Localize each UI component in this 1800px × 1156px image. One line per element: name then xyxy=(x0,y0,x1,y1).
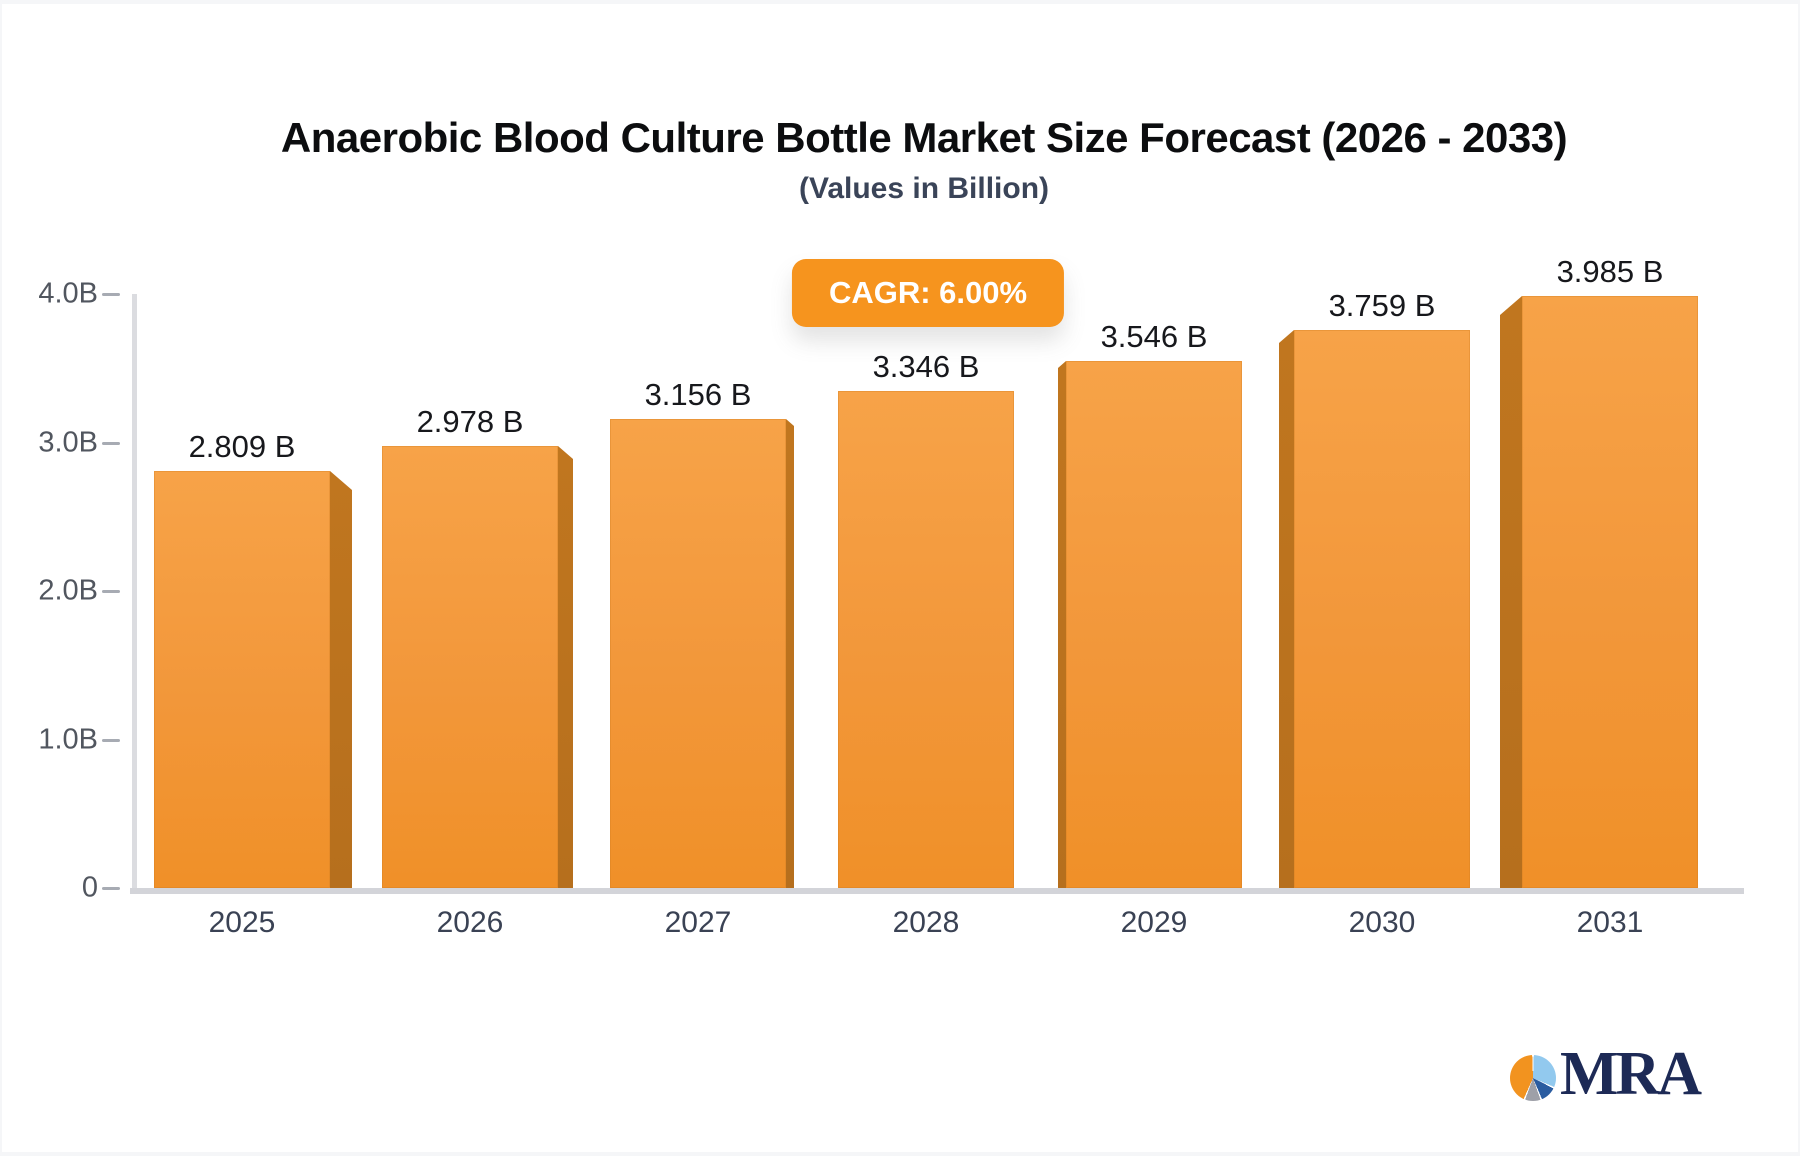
bar-value-label: 3.985 B xyxy=(1556,254,1664,289)
bar-2026[interactable] xyxy=(382,446,558,888)
chart-title: Anaerobic Blood Culture Bottle Market Si… xyxy=(280,114,1568,161)
y-tick-mark xyxy=(102,590,120,593)
bar-2025[interactable] xyxy=(154,471,330,888)
chart-card: Anaerobic Blood Culture Bottle Market Si… xyxy=(2,4,1798,1152)
bar-value-label: 3.546 B xyxy=(1100,319,1208,354)
bar-2029[interactable] xyxy=(1066,361,1242,888)
y-tick-label: 1.0B xyxy=(38,723,98,756)
y-tick-label: 0 xyxy=(81,871,98,904)
bar-3d-side xyxy=(1279,330,1294,888)
bar-value-label: 2.978 B xyxy=(416,404,524,439)
x-axis-label: 2029 xyxy=(1120,906,1188,939)
y-tick-label: 4.0B xyxy=(38,277,98,310)
cagr-badge: CAGR: 6.00% xyxy=(791,259,1065,327)
bar-2028[interactable] xyxy=(838,391,1014,888)
bar-3d-side xyxy=(330,471,352,888)
y-tick-mark xyxy=(102,442,120,445)
bar-value-label: 3.759 B xyxy=(1328,288,1436,323)
bar-3d-side xyxy=(558,446,573,888)
y-tick-mark xyxy=(102,293,120,296)
y-tick-mark xyxy=(102,739,120,742)
logo-text: MRA xyxy=(1560,1040,1702,1108)
x-axis-label: 2028 xyxy=(892,906,960,939)
x-axis-line xyxy=(130,888,1744,894)
y-tick-label: 2.0B xyxy=(38,574,98,607)
x-axis-label: 2027 xyxy=(664,906,732,939)
bar-3d-side xyxy=(1058,361,1066,888)
bar-2031[interactable] xyxy=(1522,296,1698,888)
chart-subtitle: (Values in Billion) xyxy=(798,172,1050,205)
x-axis-label: 2031 xyxy=(1576,906,1644,939)
mra-logo: MRA xyxy=(1510,1040,1702,1108)
x-axis-label: 2030 xyxy=(1348,906,1416,939)
y-tick-label: 3.0B xyxy=(38,426,98,459)
y-axis-line xyxy=(132,294,137,892)
x-axis-label: 2026 xyxy=(436,906,504,939)
x-axis-label: 2025 xyxy=(208,906,276,939)
bar-3d-side xyxy=(786,419,794,888)
bar-2030[interactable] xyxy=(1294,330,1470,888)
y-tick-mark xyxy=(102,887,120,890)
bar-3d-side xyxy=(1500,296,1522,888)
bar-value-label: 3.156 B xyxy=(644,377,752,412)
bar-value-label: 2.809 B xyxy=(188,429,296,464)
bar-value-label: 3.346 B xyxy=(872,349,980,384)
pie-chart-logo-icon xyxy=(1510,1055,1556,1101)
bar-2027[interactable] xyxy=(610,419,786,888)
